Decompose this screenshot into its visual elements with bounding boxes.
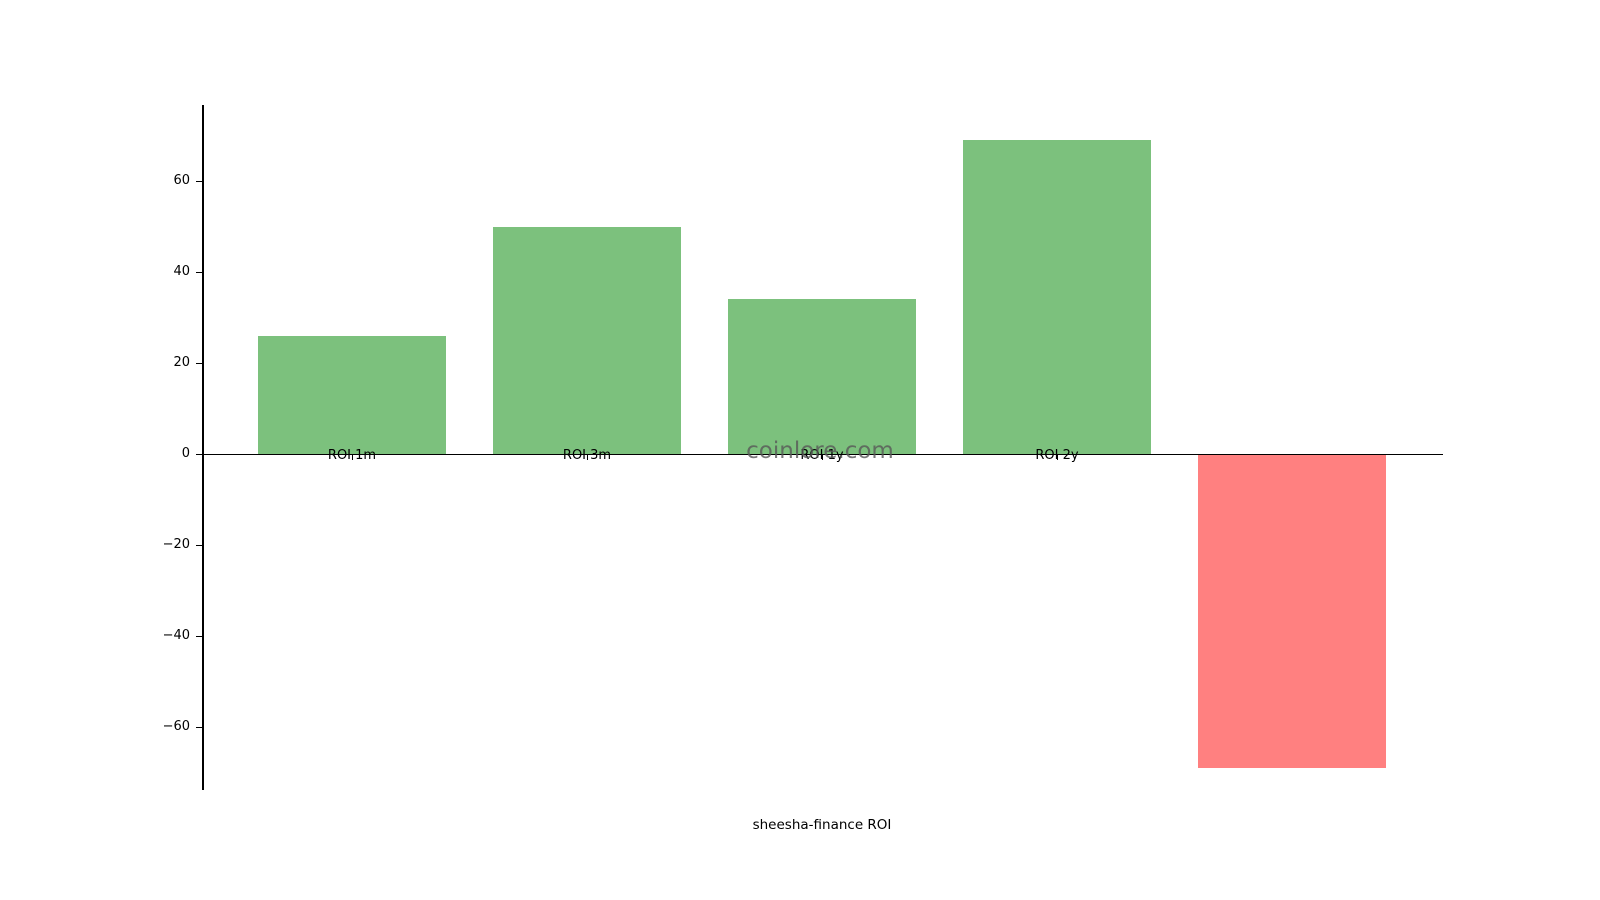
y-tick-label--60: −60	[162, 719, 190, 734]
y-tick-mark--20	[196, 544, 202, 546]
bar-roi-3m	[493, 226, 681, 454]
y-tick-label-20: 20	[173, 355, 190, 370]
y-tick-mark--60	[196, 726, 202, 728]
bar-roi-2y	[963, 140, 1151, 454]
y-tick-mark-60	[196, 180, 202, 182]
y-tick-label-40: 40	[173, 264, 190, 279]
bar-roi-1m	[258, 335, 446, 454]
bar-roi-1y	[728, 299, 916, 454]
bar-unlabeled-4	[1198, 454, 1386, 768]
chart-title: sheesha-finance ROI	[752, 817, 892, 833]
y-tick-label-60: 60	[173, 173, 190, 188]
y-tick-mark--40	[196, 635, 202, 637]
x-tick-mark-roi-1y	[821, 454, 823, 460]
x-axis-zero-line	[202, 453, 1443, 455]
y-axis-spine	[202, 105, 204, 790]
watermark-text: coinlore.com	[746, 438, 894, 464]
y-tick-mark-40	[196, 271, 202, 273]
y-tick-label-0: 0	[181, 446, 190, 461]
x-tick-mark-roi-2y	[1056, 454, 1058, 460]
x-tick-mark-roi-1m	[351, 454, 353, 460]
y-tick-mark-0	[196, 453, 202, 455]
y-tick-mark-20	[196, 362, 202, 364]
y-tick-label--20: −20	[162, 537, 190, 552]
x-tick-mark-roi-3m	[586, 454, 588, 460]
y-tick-label--40: −40	[162, 628, 190, 643]
